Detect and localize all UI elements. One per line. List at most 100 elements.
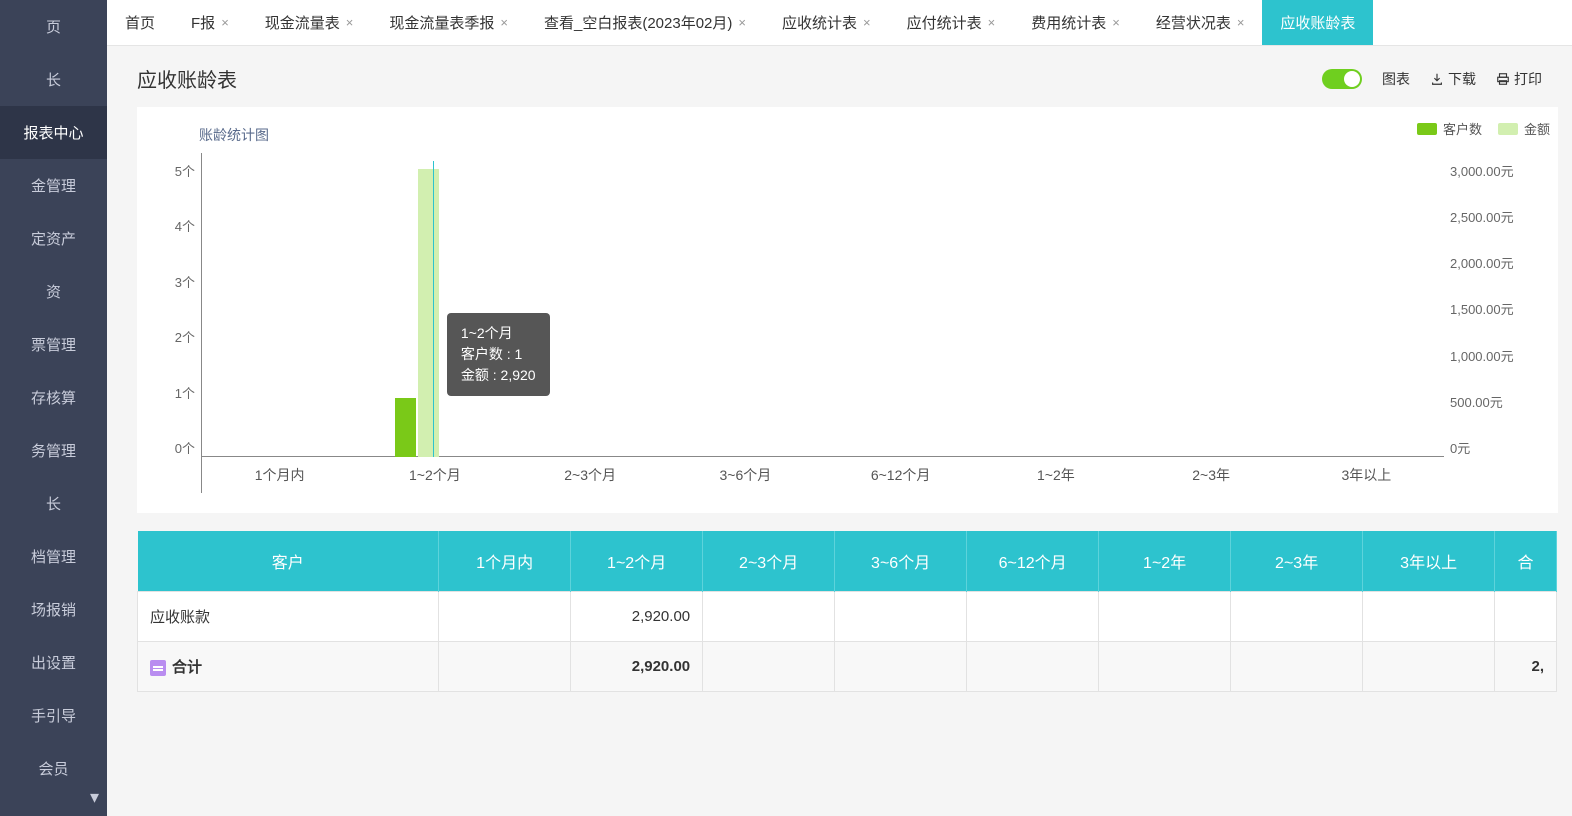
x-category: 2~3个月 (513, 457, 668, 493)
table-header: 1~2个月 (571, 531, 703, 592)
tab[interactable]: 首页 (107, 0, 173, 45)
sidebar-item[interactable]: 场报销 (0, 583, 107, 636)
legend-item[interactable]: 金额 (1498, 119, 1550, 138)
table-cell: 2,920.00 (571, 592, 703, 642)
sidebar-item[interactable]: 报表中心 (0, 106, 107, 159)
sidebar-item[interactable]: 长 (0, 53, 107, 106)
sidebar-item[interactable]: 存核算 (0, 371, 107, 424)
y-tick-left: 2个 (175, 327, 195, 346)
tab[interactable]: 应收统计表 × (764, 0, 889, 45)
x-category: 1~2个月 (357, 457, 512, 493)
close-icon[interactable]: × (221, 15, 229, 30)
tab-label: 应付统计表 (907, 12, 982, 33)
chart-toggle[interactable] (1322, 69, 1362, 89)
sidebar: 页长报表中心金管理定资产资票管理存核算务管理长档管理场报销出设置手引导会员 (0, 0, 107, 816)
close-icon[interactable]: × (738, 15, 746, 30)
table-header: 合 (1495, 531, 1557, 592)
tab-label: 现金流量表 (265, 12, 340, 33)
print-button[interactable]: 打印 (1496, 69, 1542, 89)
legend-swatch (1498, 123, 1518, 135)
tab[interactable]: 现金流量表 × (247, 0, 372, 45)
tab[interactable]: 经营状况表× (1138, 0, 1263, 45)
legend-label: 金额 (1524, 119, 1550, 138)
table-cell (1231, 592, 1363, 642)
bar-amount[interactable] (418, 169, 439, 457)
close-icon[interactable]: × (346, 15, 354, 30)
legend-item[interactable]: 客户数 (1417, 119, 1482, 138)
close-icon[interactable]: × (863, 15, 871, 30)
sidebar-scroll-indicator[interactable]: ▾ (90, 787, 99, 808)
y-tick-right: 2,500.00元 (1450, 207, 1514, 226)
sidebar-item[interactable]: 手引导 (0, 689, 107, 742)
table-cell (835, 642, 967, 692)
y-tick-left: 1个 (175, 383, 195, 402)
tab[interactable]: 应付统计表 × (889, 0, 1014, 45)
tab[interactable]: F报 × (173, 0, 247, 45)
tab-label: 应收账龄表 (1280, 12, 1355, 33)
bar-customers[interactable] (395, 398, 416, 457)
tab-label: F报 (191, 12, 215, 33)
y-axis-right: 3,000.00元2,500.00元2,000.00元1,500.00元1,00… (1444, 153, 1550, 493)
tab[interactable]: 查看_空白报表(2023年02月)× (526, 0, 764, 45)
y-tick-right: 500.00元 (1450, 392, 1503, 411)
data-table-wrap: 客户1个月内1~2个月2~3个月3~6个月6~12个月1~2年2~3年3年以上合… (137, 531, 1558, 692)
y-tick-right: 1,000.00元 (1450, 346, 1514, 365)
table-cell (1363, 642, 1495, 692)
tab-label: 费用统计表 (1031, 12, 1106, 33)
x-category: 1~2年 (978, 457, 1133, 493)
tab[interactable]: 费用统计表 × (1013, 0, 1138, 45)
sidebar-item[interactable]: 出设置 (0, 636, 107, 689)
toolbar: 图表 下载 打印 (1322, 69, 1542, 89)
close-icon[interactable]: × (1112, 15, 1120, 30)
legend-label: 客户数 (1443, 119, 1482, 138)
data-table: 客户1个月内1~2个月2~3个月3~6个月6~12个月1~2年2~3年3年以上合… (137, 531, 1557, 692)
close-icon[interactable]: × (1237, 15, 1245, 30)
sidebar-item[interactable]: 票管理 (0, 318, 107, 371)
sidebar-item[interactable]: 金管理 (0, 159, 107, 212)
sidebar-item[interactable]: 长 (0, 477, 107, 530)
table-cell (1099, 592, 1231, 642)
table-header: 客户 (138, 531, 439, 592)
toggle-label: 图表 (1382, 69, 1410, 89)
table-cell (1099, 642, 1231, 692)
total-icon (150, 660, 166, 676)
table-row[interactable]: 应收账款2,920.00 (138, 592, 1557, 642)
download-label: 下载 (1448, 69, 1476, 89)
table-header: 2~3年 (1231, 531, 1363, 592)
table-cell (835, 592, 967, 642)
sidebar-item[interactable]: 页 (0, 0, 107, 53)
y-tick-right: 3,000.00元 (1450, 161, 1514, 180)
close-icon[interactable]: × (988, 15, 996, 30)
download-icon (1430, 72, 1444, 86)
sidebar-item[interactable]: 定资产 (0, 212, 107, 265)
chart-plot: 1个月内1~2个月2~3个月3~6个月6~12个月1~2年2~3年3年以上 1~… (201, 153, 1444, 493)
chart-tooltip: 1~2个月客户数 : 1金额 : 2,920 (447, 313, 550, 396)
print-icon (1496, 72, 1510, 86)
page-title: 应收账龄表 (137, 64, 1322, 93)
print-label: 打印 (1514, 69, 1542, 89)
x-category: 6~12个月 (823, 457, 978, 493)
sidebar-item[interactable]: 档管理 (0, 530, 107, 583)
table-cell (439, 642, 571, 692)
table-cell (439, 592, 571, 642)
tab[interactable]: 现金流量表季报× (371, 0, 526, 45)
x-category: 1个月内 (202, 457, 357, 493)
sidebar-item[interactable]: 资 (0, 265, 107, 318)
sidebar-item[interactable]: 务管理 (0, 424, 107, 477)
chart-title: 账龄统计图 (199, 125, 1550, 145)
tab[interactable]: 应收账龄表 (1262, 0, 1373, 45)
table-cell: 2,920.00 (571, 642, 703, 692)
y-tick-right: 2,000.00元 (1450, 253, 1514, 272)
table-header: 3~6个月 (835, 531, 967, 592)
table-header: 6~12个月 (967, 531, 1099, 592)
chart-legend: 客户数 金额 (1417, 119, 1550, 138)
table-cell (703, 592, 835, 642)
table-cell (1363, 592, 1495, 642)
table-header: 1个月内 (439, 531, 571, 592)
y-axis-left: 5个4个3个2个1个0个 (145, 153, 201, 493)
close-icon[interactable]: × (500, 15, 508, 30)
table-cell (1231, 642, 1363, 692)
download-button[interactable]: 下载 (1430, 69, 1476, 89)
tab-label: 应收统计表 (782, 12, 857, 33)
table-cell (1495, 592, 1557, 642)
